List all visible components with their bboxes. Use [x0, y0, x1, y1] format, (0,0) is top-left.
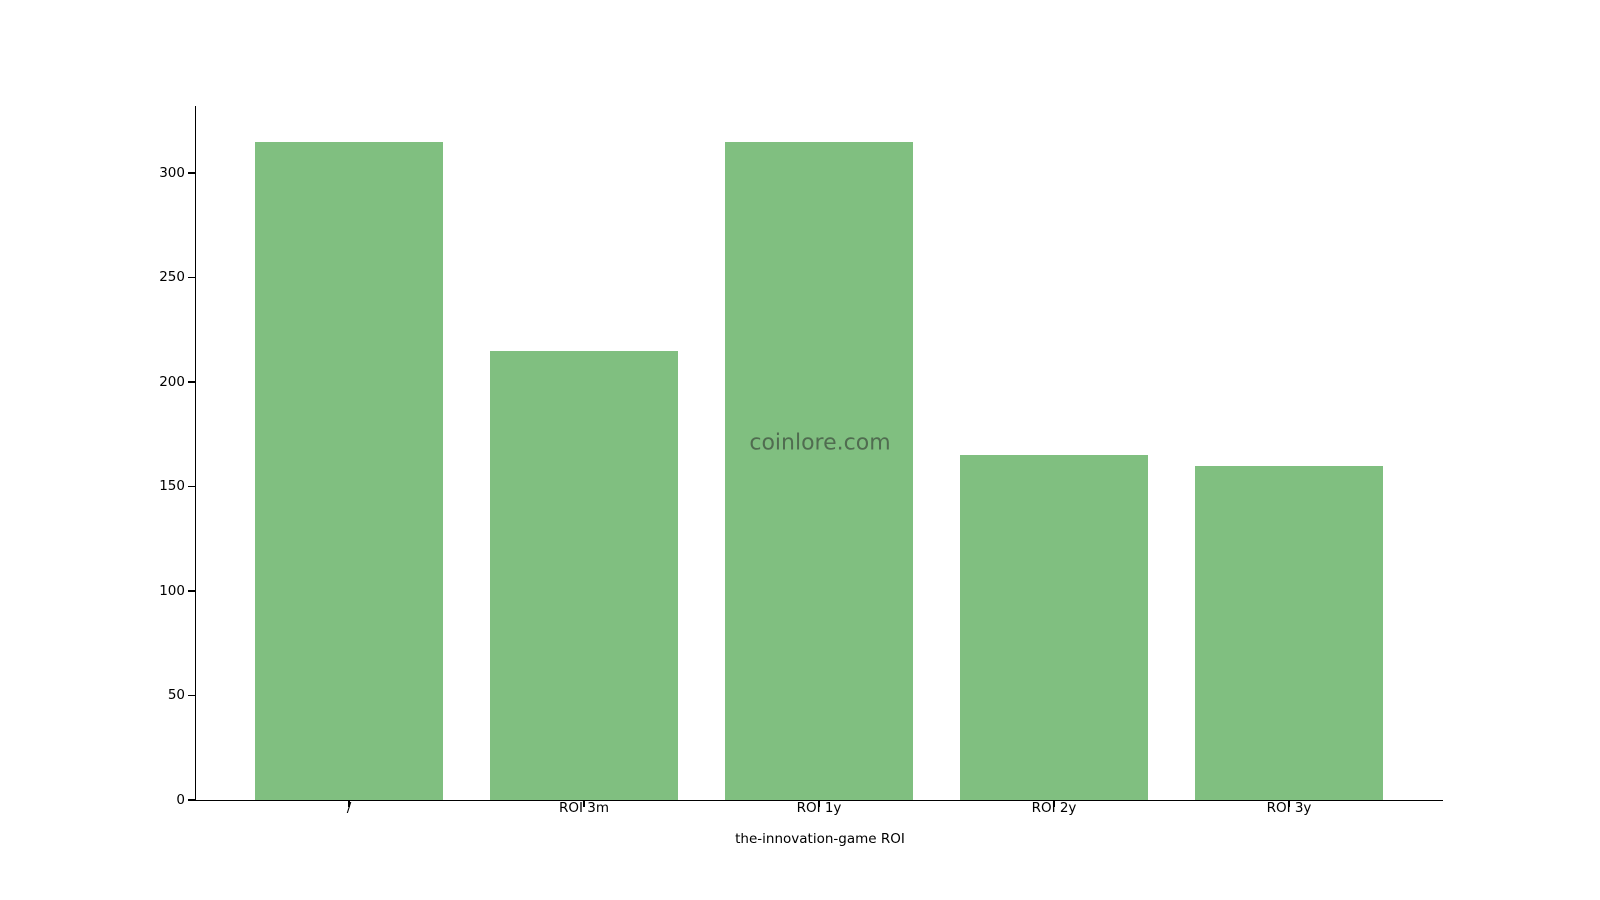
x-tick-label: ROI 3y	[1266, 799, 1312, 816]
x-tick	[1288, 800, 1290, 807]
y-tick	[188, 172, 195, 174]
y-tick	[188, 381, 195, 383]
watermark-text: coinlore.com	[749, 430, 891, 456]
y-tick	[188, 694, 195, 697]
bar	[725, 141, 913, 800]
y-tick	[188, 590, 195, 592]
x-axis-title: the-innovation-game ROI	[735, 831, 905, 847]
y-tick-label: 150	[159, 478, 185, 494]
y-tick-label: 100	[159, 582, 185, 599]
bar	[960, 455, 1148, 800]
x-tick-label: /	[346, 799, 352, 816]
y-tick-label: 300	[159, 164, 185, 181]
x-tick-label: ROI 3m	[558, 799, 610, 816]
y-tick-label: 250	[159, 269, 185, 285]
y-tick	[188, 485, 195, 488]
y-tick	[188, 799, 195, 801]
x-tick	[583, 800, 585, 807]
bar	[255, 141, 443, 800]
y-tick-label: 50	[167, 687, 185, 703]
bar	[1195, 465, 1383, 800]
y-axis-spine	[194, 106, 197, 801]
bar	[490, 350, 678, 800]
x-tick	[818, 800, 820, 807]
y-tick-label: 0	[176, 791, 185, 808]
x-tick-label: ROI 1y	[796, 799, 842, 816]
y-tick-label: 200	[159, 373, 185, 390]
x-tick	[1053, 800, 1055, 807]
x-tick-label: ROI 2y	[1031, 799, 1077, 816]
y-tick	[188, 276, 195, 279]
x-tick	[348, 800, 350, 807]
